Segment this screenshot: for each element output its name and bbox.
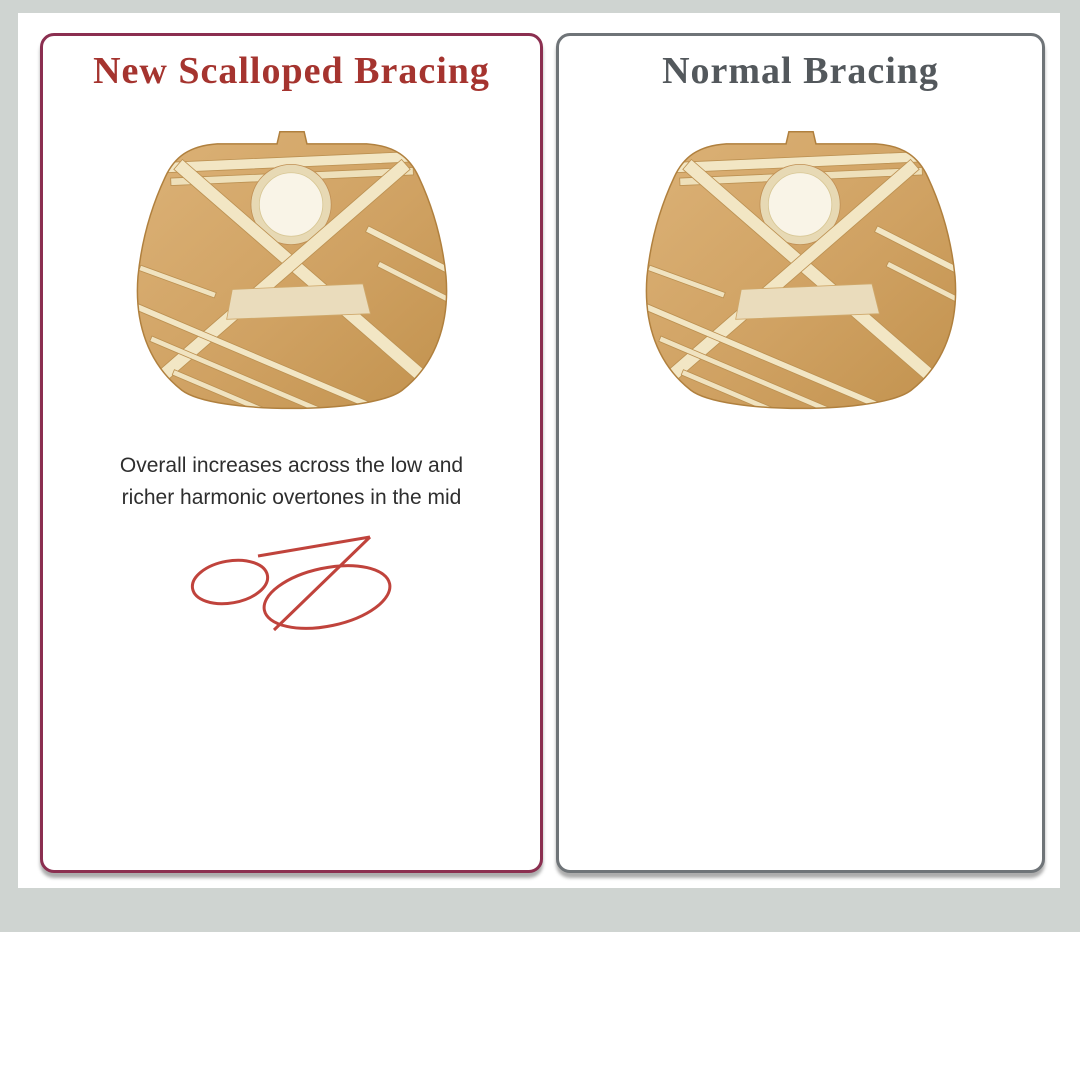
scalloped-caption-line2: richer harmonic overtones in the mid	[121, 485, 462, 509]
normal-colorbar	[977, 544, 1035, 862]
scalloped-title: New Scalloped Bracing	[93, 50, 490, 92]
normal-bracing-diagram	[605, 108, 997, 441]
scalloped-caption: Overall increases across the low and rich…	[43, 450, 540, 514]
scalloped-bracing-diagram	[96, 108, 488, 441]
scalloped-plot-area	[61, 536, 531, 876]
scalloped-colorbar	[467, 544, 525, 862]
infographic-background: New Scalloped Bracing Overall increases …	[0, 0, 1080, 932]
scalloped-caption-line1: Overall increases across the low and	[119, 454, 464, 477]
content-area: New Scalloped Bracing Overall increases …	[18, 13, 1060, 888]
normal-panel: Normal Bracing	[556, 33, 1045, 873]
scalloped-panel: New Scalloped Bracing Overall increases …	[40, 33, 543, 873]
normal-spectrogram-chart	[571, 536, 971, 871]
normal-title: Normal Bracing	[662, 50, 939, 92]
normal-plot-area	[571, 536, 1041, 876]
scalloped-spectrogram-chart	[61, 536, 461, 871]
